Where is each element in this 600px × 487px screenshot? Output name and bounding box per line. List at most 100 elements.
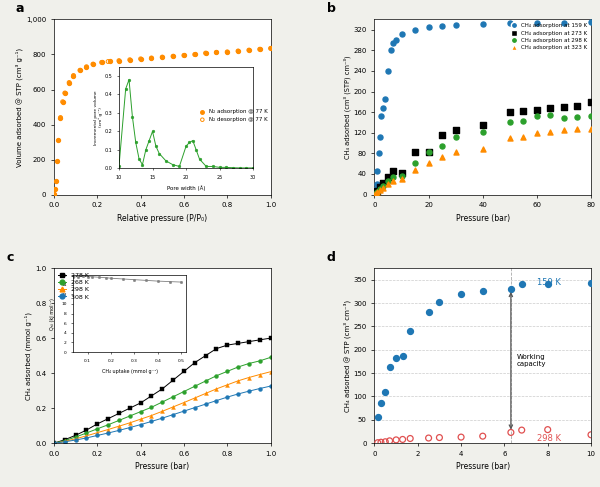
308 K (115, 428, 122, 433)
Point (410, 166, 420, 174)
N₂ desorption @ 77 K (212, 49, 221, 56)
Point (376, 112, 386, 120)
X-axis label: Pressure (bar): Pressure (bar) (455, 214, 510, 223)
Text: d: d (327, 251, 336, 264)
N₂ desorption @ 77 K (60, 89, 70, 97)
Point (375, 184, 385, 191)
N₂ desorption @ 77 K (64, 78, 74, 86)
278 K (202, 353, 209, 358)
Point (378, 179, 388, 187)
Point (505, 108, 515, 116)
Point (385, 363, 394, 371)
Point (505, 19, 515, 27)
Point (545, 128, 555, 136)
Y-axis label: Volume adsorbed @ STP (cm³ g⁻¹): Volume adsorbed @ STP (cm³ g⁻¹) (16, 47, 23, 167)
N₂ adsorption @ 77 K (58, 98, 67, 106)
Point (391, 354, 401, 362)
Point (398, 353, 407, 360)
308 K (191, 405, 199, 411)
Point (424, 149, 433, 156)
308 K (158, 415, 166, 421)
N₂ adsorption @ 77 K (114, 56, 124, 64)
298 K (213, 386, 220, 392)
Point (478, 432, 488, 440)
Point (559, 114, 569, 122)
Point (410, 26, 420, 34)
278 K (104, 416, 112, 422)
Point (434, 433, 444, 441)
Point (376, 399, 386, 407)
Point (391, 436, 401, 444)
Point (456, 290, 466, 298)
268 K (213, 373, 220, 379)
278 K (245, 338, 253, 344)
298 K (72, 436, 79, 442)
278 K (235, 340, 242, 346)
268 K (224, 369, 231, 375)
Line: 268 K: 268 K (52, 356, 272, 445)
N₂ adsorption @ 77 K (64, 78, 74, 86)
N₂ adsorption @ 77 K (255, 45, 265, 53)
298 K (256, 372, 263, 377)
Point (373, 188, 382, 196)
Point (532, 129, 542, 137)
N₂ adsorption @ 77 K (82, 63, 91, 71)
Point (572, 102, 582, 110)
268 K (202, 378, 209, 384)
N₂ desorption @ 77 K (190, 51, 200, 58)
Point (370, 190, 380, 198)
278 K (115, 411, 122, 416)
Point (545, 104, 555, 112)
268 K (72, 434, 79, 440)
N₂ adsorption @ 77 K (146, 54, 156, 62)
298 K (245, 375, 253, 380)
Point (375, 186, 385, 193)
Point (505, 134, 515, 142)
Point (373, 168, 382, 175)
Point (406, 434, 415, 442)
Point (532, 106, 542, 113)
278 K (137, 400, 144, 406)
N₂ desorption @ 77 K (233, 47, 243, 55)
Point (370, 190, 380, 198)
N₂ desorption @ 77 K (179, 52, 189, 59)
Point (451, 126, 460, 134)
Point (370, 190, 380, 198)
Point (451, 148, 460, 156)
Point (545, 111, 555, 119)
298 K (137, 416, 144, 422)
Point (383, 172, 393, 180)
N₂ desorption @ 77 K (82, 63, 91, 71)
N₂ desorption @ 77 K (88, 60, 98, 68)
Line: 308 K: 308 K (52, 384, 272, 445)
Point (451, 133, 460, 141)
268 K (181, 389, 188, 394)
Point (559, 103, 569, 111)
Point (370, 190, 380, 198)
Point (378, 183, 388, 190)
Point (506, 429, 515, 436)
278 K (72, 432, 79, 438)
Point (586, 125, 596, 132)
Point (572, 113, 582, 121)
Point (586, 18, 596, 26)
Point (371, 189, 380, 197)
Point (518, 107, 528, 114)
308 K (224, 394, 231, 400)
N₂ adsorption @ 77 K (244, 46, 254, 54)
N₂ desorption @ 77 K (103, 57, 113, 65)
Point (424, 23, 433, 31)
268 K (126, 413, 133, 419)
Point (451, 21, 460, 29)
268 K (191, 383, 199, 389)
Point (437, 131, 447, 139)
Point (380, 388, 390, 396)
N₂ adsorption @ 77 K (49, 190, 59, 198)
298 K (104, 427, 112, 432)
N₂ adsorption @ 77 K (136, 55, 145, 63)
Point (373, 413, 383, 421)
Point (532, 112, 542, 120)
Point (506, 285, 515, 293)
268 K (137, 409, 144, 414)
Point (378, 104, 388, 112)
